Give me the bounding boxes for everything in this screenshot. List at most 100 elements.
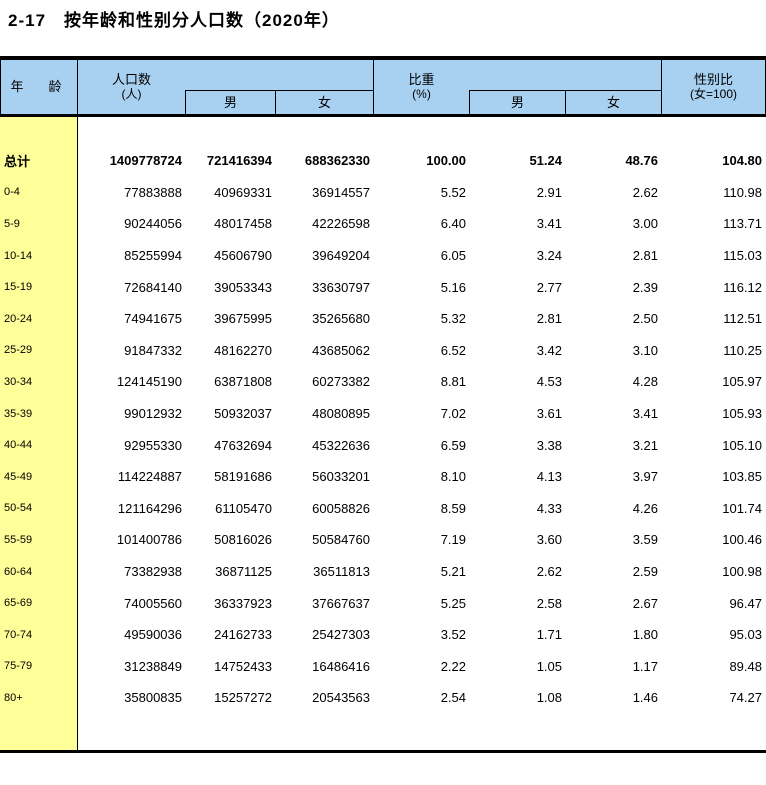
sex-ratio-cell: 113.71 [723,216,762,232]
proportion-female-cell: 2.67 [632,595,658,611]
table-row: 40-44 92955330 47632694 45322636 6.59 3.… [0,429,766,461]
population-male-cell: 50932037 [214,406,272,422]
proportion-male-cell: 2.77 [536,279,562,295]
population-male-cell: 47632694 [214,437,272,453]
proportion-cell: 3.52 [440,627,466,643]
proportion-cell: 6.52 [440,342,466,358]
population-male-cell: 721416394 [206,153,272,169]
population-male-cell: 14752433 [214,658,272,674]
age-cell: 70-74 [4,628,33,641]
proportion-male-cell: 1.71 [536,627,562,643]
population-female-cell: 43685062 [312,342,370,358]
population-female-cell: 20543563 [312,690,370,706]
header-age: 年 龄 [1,60,78,114]
sex-ratio-cell: 112.51 [723,311,762,327]
proportion-male-cell: 2.62 [536,564,562,580]
population-female-cell: 60058826 [312,500,370,516]
population-female-cell: 36914557 [312,184,370,200]
population-cell: 74005560 [124,595,182,611]
proportion-male-cell: 3.38 [536,437,562,453]
sex-ratio-cell: 96.47 [729,595,762,611]
population-cell: 73382938 [124,564,182,580]
proportion-male-cell: 2.81 [536,311,562,327]
proportion-female-cell: 3.21 [632,437,658,453]
population-cell: 99012932 [124,406,182,422]
population-cell: 72684140 [124,279,182,295]
proportion-male-cell: 2.58 [536,595,562,611]
population-female-cell: 48080895 [312,406,370,422]
age-cell: 80+ [4,691,23,704]
population-male-cell: 61105470 [215,500,272,516]
proportion-female-cell: 3.10 [632,342,658,358]
header-bottom-rule [0,115,766,117]
age-cell: 75-79 [4,660,33,673]
proportion-female-cell: 2.39 [632,279,658,295]
proportion-male-cell: 1.08 [536,690,562,706]
proportion-cell: 8.10 [440,469,466,485]
population-cell: 121164296 [117,500,182,516]
population-female-cell: 45322636 [312,437,370,453]
age-cell: 65-69 [4,597,33,610]
population-male-cell: 63871808 [214,374,272,390]
proportion-cell: 5.32 [440,311,466,327]
proportion-female-cell: 2.81 [632,248,658,264]
population-cell: 92955330 [124,437,182,453]
sex-ratio-cell: 100.46 [722,532,762,548]
table-row: 30-34 124145190 63871808 60273382 8.81 4… [0,366,766,398]
table-row: 75-79 31238849 14752433 16486416 2.22 1.… [0,651,766,683]
header-proportion-male: 男 [469,90,565,114]
population-female-cell: 688362330 [304,153,370,169]
proportion-male-cell: 3.24 [536,248,562,264]
proportion-female-cell: 4.26 [632,500,658,516]
population-female-cell: 50584760 [312,532,370,548]
proportion-female-cell: 3.97 [632,469,658,485]
header-proportion-label: 比重 [408,72,435,87]
proportion-female-cell: 3.59 [632,532,658,548]
population-cell: 91847332 [124,342,182,358]
population-cell: 74941675 [124,311,182,327]
proportion-female-cell: 2.62 [632,184,658,200]
sex-ratio-cell: 74.27 [729,690,762,706]
age-cell: 50-54 [4,502,33,515]
table-row: 总计 1409778724 721416394 688362330 100.00… [0,145,766,177]
population-cell: 49590036 [124,627,182,643]
sex-ratio-cell: 105.97 [722,374,762,390]
table-bottom-rule [0,750,766,753]
table-row: 0-4 77883888 40969331 36914557 5.52 2.91… [0,177,766,209]
proportion-female-cell: 2.59 [632,564,658,580]
proportion-cell: 6.59 [440,437,466,453]
population-cell: 35800835 [124,690,182,706]
population-female-cell: 39649204 [312,248,370,264]
table-row: 60-64 73382938 36871125 36511813 5.21 2.… [0,556,766,588]
age-cell: 总计 [4,154,31,170]
table-row: 10-14 85255994 45606790 39649204 6.05 3.… [0,240,766,272]
age-cell: 15-19 [4,281,33,294]
proportion-male-cell: 4.53 [536,374,562,390]
header-sex-ratio-label: 性别比 [693,72,733,87]
table-top-rule [0,56,766,59]
population-cell: 124145190 [116,374,182,390]
header-population-label: 人口数 [111,72,151,87]
proportion-male-cell: 1.05 [536,658,562,674]
sex-ratio-cell: 110.98 [723,184,762,200]
sex-ratio-cell: 115.03 [723,248,762,264]
header-population-unit: (人) [121,87,142,101]
population-cell: 77883888 [124,184,182,200]
age-cell: 55-59 [4,533,33,546]
rows-container: 总计 1409778724 721416394 688362330 100.00… [0,117,766,750]
proportion-male-cell: 4.13 [536,469,562,485]
proportion-cell: 8.81 [440,374,466,390]
proportion-cell: 7.19 [440,532,466,548]
population-female-cell: 16486416 [312,658,370,674]
population-cell: 31238849 [124,658,182,674]
proportion-cell: 5.25 [440,595,466,611]
population-male-cell: 24162733 [214,627,272,643]
population-cell: 114224887 [117,469,182,485]
header-sex-ratio-note: (女=100) [689,87,738,101]
proportion-female-cell: 4.28 [632,374,658,390]
population-female-cell: 36511813 [313,564,370,580]
proportion-female-cell: 1.80 [632,627,658,643]
age-cell: 30-34 [4,375,33,388]
population-female-cell: 60273382 [312,374,370,390]
